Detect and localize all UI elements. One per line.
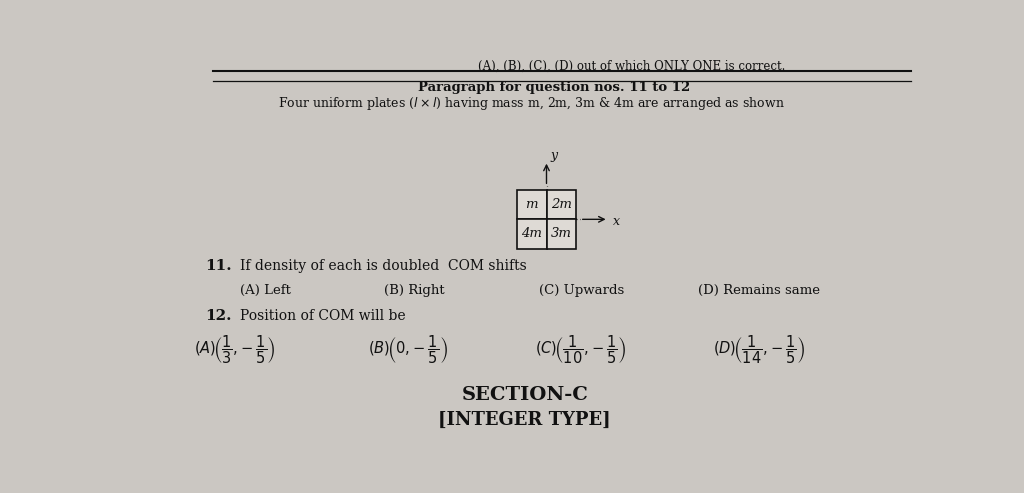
Bar [517,219,547,248]
Text: Paragraph for question nos. 11 to 12: Paragraph for question nos. 11 to 12 [418,81,690,94]
Text: $(A)\!\left(\dfrac{1}{3},\!-\dfrac{1}{5}\right)$: $(A)\!\left(\dfrac{1}{3},\!-\dfrac{1}{5}… [194,334,275,366]
Text: [INTEGER TYPE]: [INTEGER TYPE] [438,411,611,428]
Text: (C) Upwards: (C) Upwards [539,284,624,297]
Bar [547,219,575,248]
Text: SECTION-C: SECTION-C [462,386,588,404]
Text: y: y [550,149,557,162]
Text: If density of each is doubled  COM shifts: If density of each is doubled COM shifts [241,258,527,273]
Text: 12.: 12. [206,309,232,322]
Text: (B) Right: (B) Right [384,284,444,297]
Text: 11.: 11. [206,258,232,273]
Text: $(D)\!\left(\dfrac{1}{14},\!-\dfrac{1}{5}\right)$: $(D)\!\left(\dfrac{1}{14},\!-\dfrac{1}{5… [713,334,806,366]
Text: x: x [613,215,621,228]
Text: (A) Left: (A) Left [241,284,291,297]
Text: 2m: 2m [551,198,571,211]
Text: m: m [525,198,538,211]
Text: 4m: 4m [521,227,543,241]
Text: (D) Remains same: (D) Remains same [697,284,819,297]
Text: $(C)\!\left(\dfrac{1}{10},\!-\dfrac{1}{5}\right)$: $(C)\!\left(\dfrac{1}{10},\!-\dfrac{1}{5… [535,334,626,366]
Text: $(B)\!\left(0,\!-\dfrac{1}{5}\right)$: $(B)\!\left(0,\!-\dfrac{1}{5}\right)$ [369,334,449,366]
Text: (A), (B), (C), (D) out of which ONLY ONE is correct.: (A), (B), (C), (D) out of which ONLY ONE… [478,60,785,72]
Text: 3m: 3m [551,227,571,241]
Bar [547,190,575,219]
Text: Position of COM will be: Position of COM will be [241,309,406,322]
Text: Four uniform plates ($l \times l$) having mass m, 2m, 3m & 4m are arranged as sh: Four uniform plates ($l \times l$) havin… [278,95,784,112]
Bar [517,190,547,219]
